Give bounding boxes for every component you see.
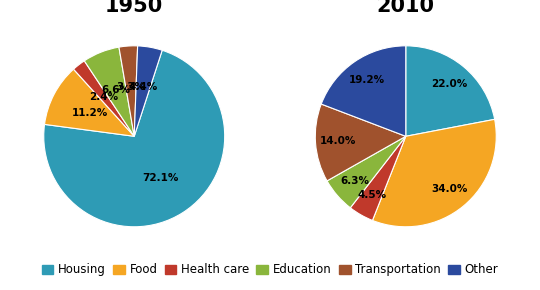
Wedge shape bbox=[44, 50, 225, 227]
Text: 34.0%: 34.0% bbox=[431, 184, 467, 194]
Text: 4.5%: 4.5% bbox=[357, 190, 387, 200]
Wedge shape bbox=[134, 46, 162, 136]
Text: 6.6%: 6.6% bbox=[102, 85, 130, 95]
Text: 11.2%: 11.2% bbox=[72, 108, 109, 118]
Text: 4.4%: 4.4% bbox=[129, 82, 158, 92]
Wedge shape bbox=[373, 119, 496, 227]
Text: 14.0%: 14.0% bbox=[320, 136, 356, 146]
Text: 6.3%: 6.3% bbox=[340, 176, 369, 186]
Text: 2.4%: 2.4% bbox=[89, 92, 118, 102]
Wedge shape bbox=[84, 47, 134, 136]
Text: 19.2%: 19.2% bbox=[349, 75, 386, 86]
Wedge shape bbox=[350, 136, 406, 220]
Wedge shape bbox=[327, 136, 406, 208]
Legend: Housing, Food, Health care, Education, Transportation, Other: Housing, Food, Health care, Education, T… bbox=[37, 259, 503, 281]
Wedge shape bbox=[73, 61, 134, 136]
Wedge shape bbox=[406, 46, 495, 136]
Text: 3.3%: 3.3% bbox=[117, 82, 145, 92]
Text: 72.1%: 72.1% bbox=[143, 173, 179, 183]
Wedge shape bbox=[315, 104, 406, 181]
Title: 1950: 1950 bbox=[105, 0, 164, 16]
Wedge shape bbox=[44, 69, 134, 136]
Text: 22.0%: 22.0% bbox=[431, 79, 467, 89]
Wedge shape bbox=[119, 46, 138, 136]
Title: 2010: 2010 bbox=[377, 0, 435, 16]
Wedge shape bbox=[321, 46, 406, 136]
